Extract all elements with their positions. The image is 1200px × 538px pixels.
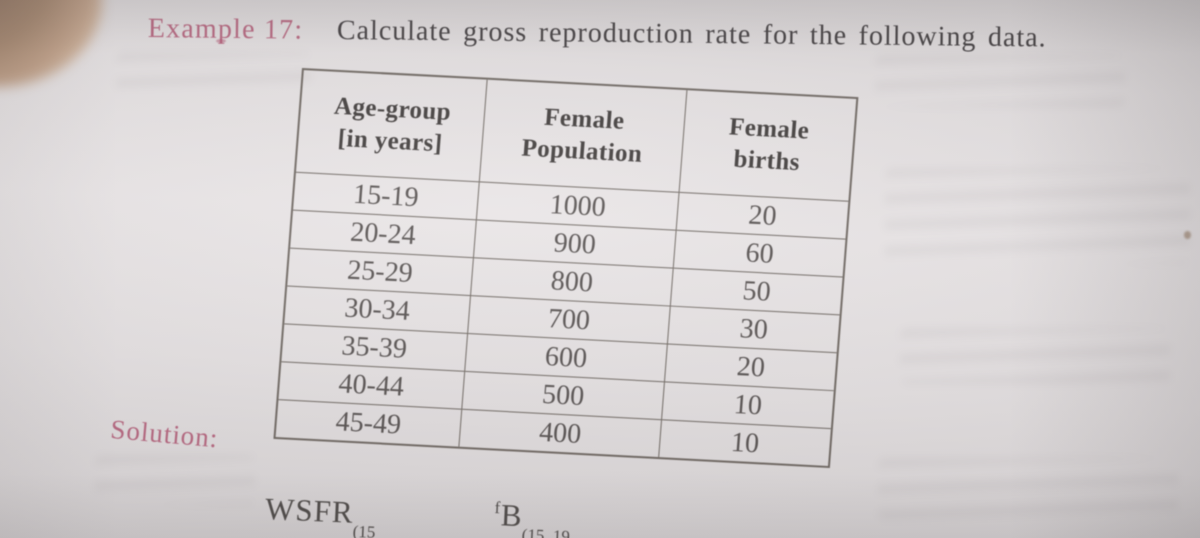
header-births-line1: Female bbox=[728, 113, 811, 145]
example-question-text: Calculate gross reproduction rate for th… bbox=[336, 14, 1047, 54]
equals-sign: = bbox=[449, 533, 469, 538]
bleed-through-smudge bbox=[900, 328, 1170, 384]
births-symbol: B bbox=[500, 497, 524, 534]
wsfr-term: WSFR(15 bbox=[264, 491, 377, 538]
bleed-through-smudge bbox=[95, 455, 255, 505]
bleed-through-smudge bbox=[116, 52, 311, 98]
column-header-age-group: Age-group [in years] bbox=[295, 70, 488, 183]
column-header-female-population: Female Population bbox=[479, 79, 688, 193]
bleed-through-smudge bbox=[885, 168, 1190, 264]
wsfr-subscript: (15 bbox=[352, 521, 376, 538]
paper-speck bbox=[1184, 231, 1191, 239]
wsfr-text: WSFR bbox=[264, 491, 355, 530]
female-births-term: fB(15, 19 bbox=[493, 497, 571, 538]
bleed-through-smudge bbox=[878, 458, 1178, 520]
header-population-line1: Female bbox=[543, 103, 626, 135]
wsfr-formula: WSFR(15 = fB(15, 19 bbox=[264, 491, 571, 538]
header-age-line2: [in years] bbox=[336, 124, 444, 158]
example-heading: Example 17: Calculate gross reproduction… bbox=[148, 13, 1047, 54]
solution-label: Solution: bbox=[109, 414, 220, 454]
births-subscript: (15, 19 bbox=[521, 525, 571, 538]
header-births-line2: births bbox=[732, 145, 801, 177]
births-cell: 10 bbox=[729, 426, 761, 459]
female-superscript: f bbox=[494, 497, 502, 518]
bleed-through-smudge bbox=[875, 55, 1125, 107]
header-population-line2: Population bbox=[520, 134, 644, 168]
paper-speck bbox=[216, 39, 226, 43]
data-table-wrapper: Age-group [in years] Female Population F… bbox=[273, 68, 859, 469]
data-table: Age-group [in years] Female Population F… bbox=[273, 68, 859, 469]
column-header-female-births: Female births bbox=[679, 90, 857, 202]
